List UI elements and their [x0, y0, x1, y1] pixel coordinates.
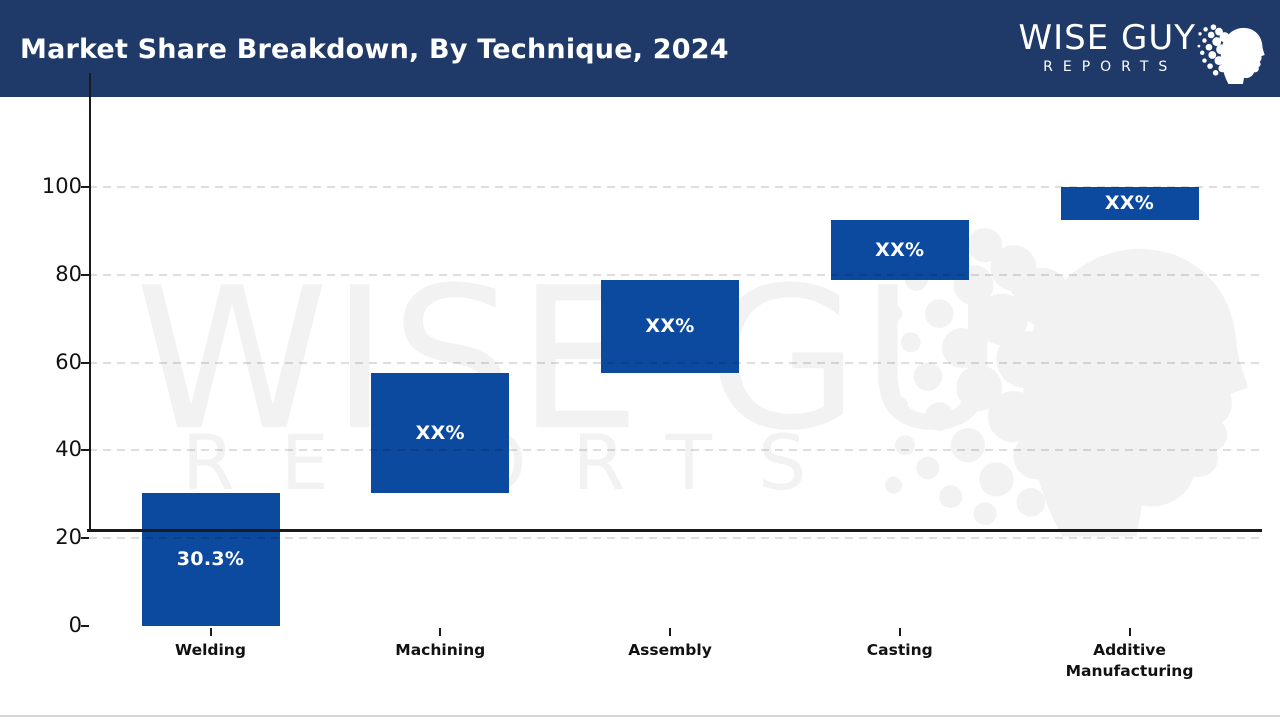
- y-axis-tick: [81, 361, 89, 364]
- gridline-100: [89, 186, 1260, 188]
- x-axis-tick: [669, 628, 671, 636]
- bar-value-label: XX%: [415, 422, 465, 445]
- bar-value-label: XX%: [875, 238, 925, 261]
- y-axis-tick-label: 100: [41, 174, 82, 198]
- bar-casting: XX%: [830, 219, 969, 280]
- x-axis-label-machining: Machining: [395, 641, 486, 659]
- logo-brand-text: WISE GUY: [1018, 18, 1196, 58]
- y-axis-tick: [81, 625, 89, 627]
- bar-additive-manufacturing: XX%: [1060, 187, 1199, 220]
- bar-value-label: XX%: [645, 315, 695, 338]
- x-axis-tick: [898, 628, 901, 636]
- x-axis-line: [87, 529, 1262, 532]
- gridline-40: [89, 449, 1260, 452]
- y-axis-tick: [81, 273, 89, 276]
- bottom-border-line: [0, 715, 1280, 717]
- y-axis-tick: [81, 537, 89, 540]
- plot-area: 0 20 40 60 80 100 30.3% Welding XX% Machining XX% A…: [0, 97, 1280, 720]
- x-axis-label-casting: Casting: [866, 641, 933, 659]
- y-axis-tick-label: 40: [55, 437, 82, 462]
- y-axis-tick-label: 60: [55, 349, 82, 374]
- x-axis-label-assembly: Assembly: [628, 641, 712, 659]
- x-axis-tick: [439, 628, 442, 636]
- header-band: Market Share Breakdown, By Technique, 20…: [0, 0, 1280, 97]
- bar-assembly: XX%: [601, 279, 739, 374]
- gridline-20: [89, 537, 1260, 540]
- y-axis-tick-label: 80: [55, 261, 82, 286]
- y-axis-line: [89, 73, 91, 531]
- gridline-80: [89, 273, 1260, 276]
- gridline-60: [89, 361, 1260, 364]
- y-axis-tick: [81, 186, 89, 188]
- x-axis-tick: [209, 628, 212, 636]
- y-axis-tick-label: 0: [68, 613, 82, 637]
- y-axis-tick-label: 20: [55, 525, 82, 550]
- logo-face-icon: [1197, 24, 1265, 84]
- logo-text: WISE GUY REPORTS: [1018, 18, 1196, 76]
- bar-value-label: XX%: [1104, 192, 1155, 215]
- wise-guy-logo: WISE GUY REPORTS: [1018, 6, 1268, 92]
- x-axis-label-additive-manufacturing: Additive Manufacturing: [1065, 641, 1194, 680]
- y-axis-tick: [81, 449, 89, 452]
- bar-machining: XX%: [371, 373, 510, 493]
- x-axis-tick: [1128, 628, 1131, 636]
- bar-value-label: 30.3%: [176, 548, 245, 571]
- x-axis-label-welding: Welding: [175, 641, 246, 659]
- chart-title: Market Share Breakdown, By Technique, 20…: [20, 34, 729, 65]
- logo-reports-text: REPORTS: [1043, 59, 1178, 76]
- bar-welding: 30.3%: [141, 492, 280, 626]
